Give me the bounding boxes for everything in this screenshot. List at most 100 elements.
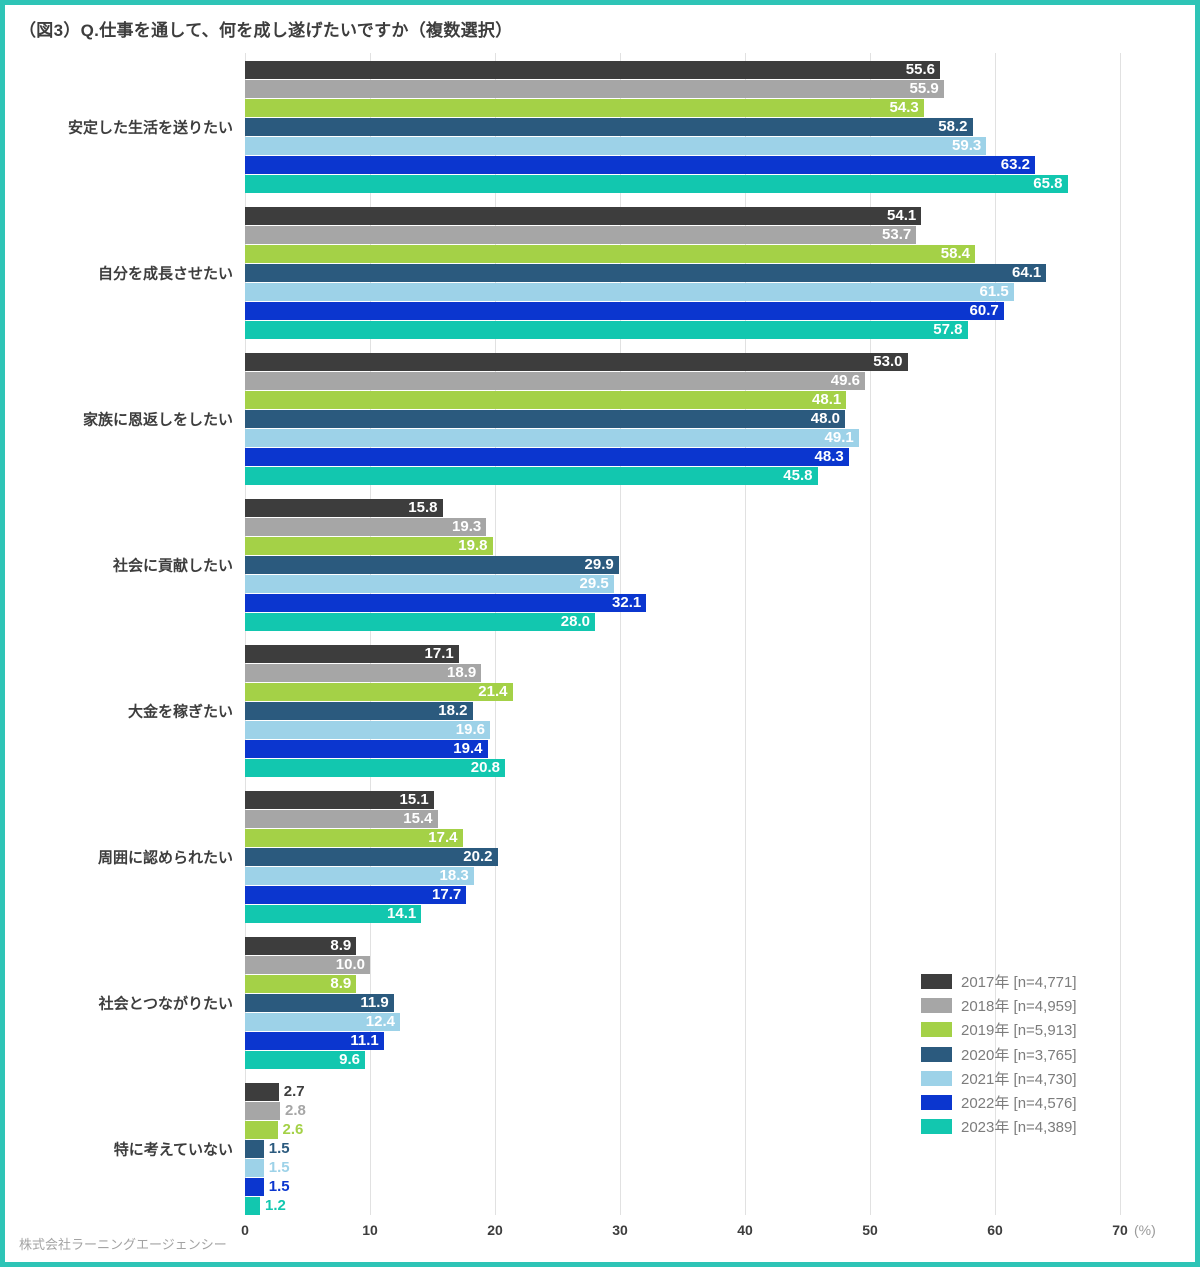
bar-value-label: 45.8 bbox=[783, 467, 813, 484]
bar: 17.1 bbox=[245, 644, 459, 663]
bar-row: 49.1 bbox=[245, 428, 1125, 447]
bar-value-label: 49.6 bbox=[830, 372, 860, 389]
gridline bbox=[620, 53, 621, 1215]
legend-label: 2021年 [n=4,730] bbox=[961, 1070, 1077, 1088]
bar: 28.0 bbox=[245, 612, 595, 631]
bar-value-label: 61.5 bbox=[979, 283, 1009, 300]
legend-label: 2022年 [n=4,576] bbox=[961, 1095, 1077, 1113]
bar-value-label: 19.4 bbox=[453, 740, 483, 757]
bar-row: 49.6 bbox=[245, 371, 1125, 390]
bar-value-label: 58.2 bbox=[938, 118, 968, 135]
bar-groups: 安定した生活を送りたい 55.6 55.9 54.3 58.2 59.3 63.2 65.8 自… bbox=[68, 60, 1125, 1228]
gridline bbox=[745, 53, 746, 1215]
bar-row: 20.8 bbox=[245, 758, 1125, 777]
bar-group: 自分を成長させたい 54.1 53.7 58.4 64.1 61.5 60.7 57.8 bbox=[98, 206, 1125, 339]
gridline bbox=[870, 53, 871, 1215]
bar-row: 18.2 bbox=[245, 701, 1125, 720]
bar-row: 8.9 bbox=[245, 936, 1125, 955]
legend-label: 2023年 [n=4,389] bbox=[961, 1119, 1077, 1137]
bar-row: 48.1 bbox=[245, 390, 1125, 409]
bar: 14.1 bbox=[245, 904, 422, 923]
bar: 55.6 bbox=[245, 60, 940, 79]
bar: 8.9 bbox=[245, 974, 357, 993]
bar-row: 2.7 bbox=[245, 1082, 1125, 1101]
bar: 15.1 bbox=[245, 790, 434, 809]
bar-value-label: 48.3 bbox=[814, 448, 844, 465]
bar-value-label: 8.9 bbox=[330, 937, 352, 954]
bar-row: 12.4 bbox=[245, 1012, 1125, 1031]
bar-row: 18.9 bbox=[245, 663, 1125, 682]
bar-row: 54.3 bbox=[245, 98, 1125, 117]
bar: 12.4 bbox=[245, 1012, 400, 1031]
bar: 63.2 bbox=[245, 155, 1035, 174]
bar: 19.4 bbox=[245, 739, 488, 758]
bar: 65.8 bbox=[245, 174, 1068, 193]
bar-value-label: 17.4 bbox=[428, 829, 458, 846]
bar: 19.8 bbox=[245, 536, 493, 555]
bar-value-label: 2.7 bbox=[283, 1083, 305, 1100]
bar-row: 60.7 bbox=[245, 301, 1125, 320]
bar: 61.5 bbox=[245, 282, 1014, 301]
bar-row: 59.3 bbox=[245, 136, 1125, 155]
legend-item: 2019年 [n=5,913] bbox=[921, 1018, 1077, 1042]
bar-value-label: 18.2 bbox=[438, 702, 468, 719]
x-tick-label: 40 bbox=[737, 1222, 753, 1238]
bar: 18.3 bbox=[245, 866, 474, 885]
legend-label: 2020年 [n=3,765] bbox=[961, 1046, 1077, 1064]
bar-group: 社会とつながりたい 8.9 10.0 8.9 11.9 12.4 11.1 9.6 bbox=[99, 936, 1125, 1069]
gridline bbox=[495, 53, 496, 1215]
bar-value-label: 15.8 bbox=[408, 499, 438, 516]
bar: 9.6 bbox=[245, 1050, 365, 1069]
bar-row: 55.9 bbox=[245, 79, 1125, 98]
bar-value-label: 21.4 bbox=[478, 683, 508, 700]
legend-item: 2017年 [n=4,771] bbox=[921, 969, 1077, 993]
bar: 59.3 bbox=[245, 136, 987, 155]
bar-row: 15.1 bbox=[245, 790, 1125, 809]
bar-row: 8.9 bbox=[245, 974, 1125, 993]
legend-label: 2019年 [n=5,913] bbox=[961, 1022, 1077, 1040]
gridline bbox=[370, 53, 371, 1215]
bar: 53.7 bbox=[245, 225, 917, 244]
bar-value-label: 53.7 bbox=[882, 226, 912, 243]
x-tick-label: 50 bbox=[862, 1222, 878, 1238]
bar: 55.9 bbox=[245, 79, 944, 98]
bar-value-label: 18.9 bbox=[447, 664, 477, 681]
bar-value-label: 15.1 bbox=[399, 791, 429, 808]
legend-item: 2022年 [n=4,576] bbox=[921, 1090, 1077, 1114]
category-label: 大金を稼ぎたい bbox=[127, 703, 233, 720]
bar: 11.9 bbox=[245, 993, 394, 1012]
bar-value-label: 1.2 bbox=[265, 1197, 286, 1214]
bar: 54.3 bbox=[245, 98, 924, 117]
bar-value-label: 19.8 bbox=[458, 537, 488, 554]
bar-row: 17.4 bbox=[245, 828, 1125, 847]
category-label: 自分を成長させたい bbox=[97, 265, 233, 282]
bar-value-label: 63.2 bbox=[1000, 156, 1030, 173]
bar-value-label: 18.3 bbox=[439, 867, 469, 884]
bar-value-label: 20.2 bbox=[463, 848, 493, 865]
bar-value-label: 29.5 bbox=[579, 575, 609, 592]
bar-row: 19.8 bbox=[245, 536, 1125, 555]
bar bbox=[245, 1101, 280, 1120]
bar: 18.2 bbox=[245, 701, 473, 720]
bar-row: 61.5 bbox=[245, 282, 1125, 301]
bar-group: 特に考えていない 2.7 2.8 2.6 1.5 1.5 1.5 1.2 bbox=[114, 1082, 1125, 1215]
bar-value-label: 19.6 bbox=[455, 721, 485, 738]
bar-value-label: 14.1 bbox=[387, 905, 417, 922]
bar: 58.2 bbox=[245, 117, 973, 136]
bar: 57.8 bbox=[245, 320, 968, 339]
bar: 19.6 bbox=[245, 720, 490, 739]
bar: 45.8 bbox=[245, 466, 818, 485]
category-label: 周囲に認められたい bbox=[97, 849, 233, 866]
bar: 48.3 bbox=[245, 447, 849, 466]
bar-group: 安定した生活を送りたい 55.6 55.9 54.3 58.2 59.3 63.2 65.8 bbox=[68, 60, 1125, 193]
category-label: 社会とつながりたい bbox=[98, 995, 233, 1012]
bar-group: 社会に貢献したい 15.8 19.3 19.8 29.9 29.5 32.1 28.0 bbox=[113, 498, 1125, 631]
bar: 19.3 bbox=[245, 517, 487, 536]
legend-swatch bbox=[921, 1119, 952, 1135]
bar-row: 15.8 bbox=[245, 498, 1125, 517]
bar: 11.1 bbox=[245, 1031, 384, 1050]
bar-row: 64.1 bbox=[245, 263, 1125, 282]
bar-row: 45.8 bbox=[245, 466, 1125, 485]
bar-row: 1.5 bbox=[245, 1139, 1125, 1158]
bar-value-label: 17.1 bbox=[424, 645, 454, 662]
